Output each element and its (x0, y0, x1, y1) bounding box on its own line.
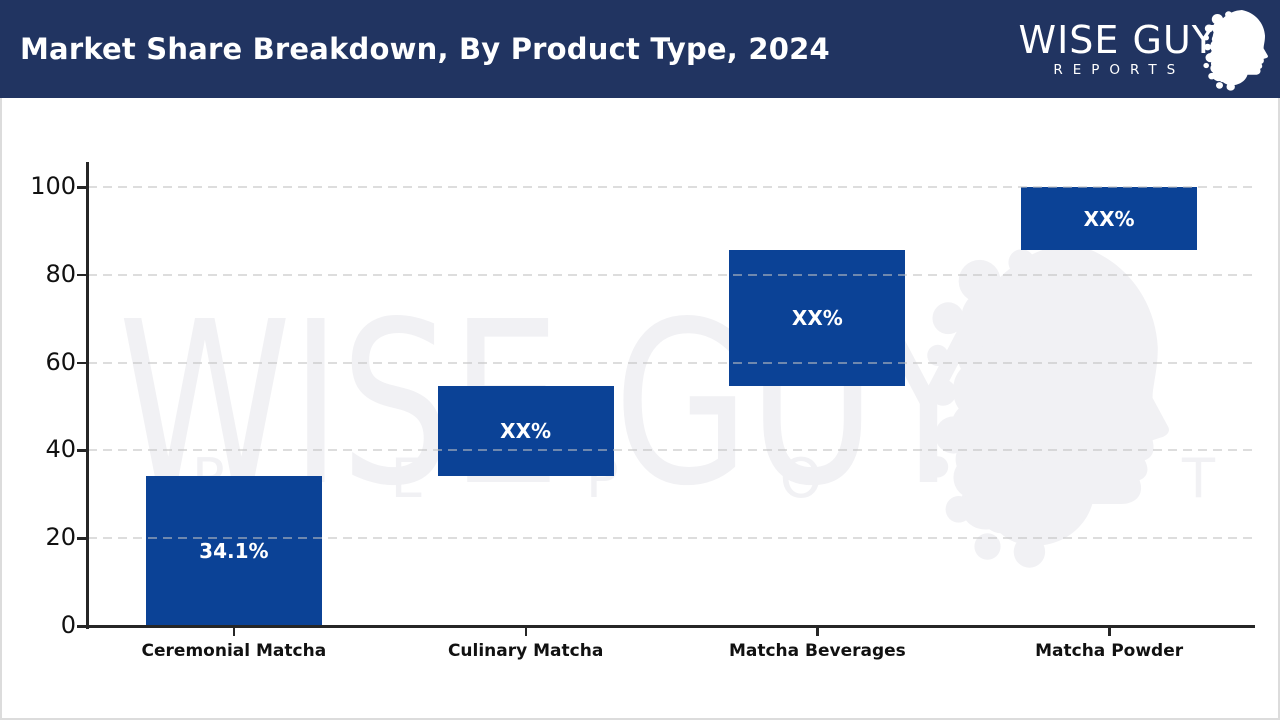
x-tick (816, 628, 819, 636)
y-tick (77, 449, 87, 452)
x-tick-label: Ceremonial Matcha (141, 641, 327, 661)
wiseguy-face-icon (1203, 9, 1268, 91)
x-tick (232, 628, 236, 636)
y-tick (77, 361, 87, 365)
y-tick (77, 537, 87, 540)
bar (145, 476, 322, 626)
wiseguy-logo: WISE GUY REPORTS (1019, 6, 1272, 92)
gridline (88, 273, 1255, 276)
logo-subtext: REPORTS (1053, 61, 1186, 78)
bar (729, 250, 906, 387)
watermark-face-icon (927, 243, 1169, 568)
y-tick-label: 0 (60, 611, 76, 639)
gridline (88, 537, 1255, 540)
y-tick-label: 40 (45, 435, 76, 464)
x-tick-label: Culinary Matcha (447, 641, 604, 661)
x-tick-label: Matcha Beverages (728, 641, 906, 661)
y-tick-label: 80 (45, 259, 76, 288)
y-axis-line (86, 162, 89, 629)
page-title: Market Share Breakdown, By Product Type,… (20, 32, 830, 66)
bar-value-label: 34.1% (199, 539, 269, 564)
y-tick-label: 100 (30, 172, 76, 200)
gridline (88, 361, 1255, 364)
y-tick (77, 625, 87, 628)
x-tick (1108, 628, 1111, 636)
bar-value-label: XX% (1083, 206, 1135, 231)
bar (1021, 187, 1198, 251)
x-axis-line (86, 625, 1255, 628)
y-tick (77, 273, 87, 277)
bar-value-label: XX% (791, 306, 843, 331)
bar-value-label: XX% (500, 419, 552, 444)
logo-text: WISE GUY REPORTS (1019, 21, 1216, 78)
header: Market Share Breakdown, By Product Type,… (0, 0, 1280, 98)
bar (437, 386, 614, 477)
y-tick-label: 60 (45, 347, 76, 376)
y-tick-label: 20 (45, 523, 76, 552)
x-tick (524, 628, 528, 636)
x-tick-label: Matcha Powder (1035, 641, 1184, 661)
gridline (88, 449, 1255, 452)
y-tick (77, 186, 87, 189)
logo-wordmark: WISE GUY (1018, 17, 1216, 62)
gridline (88, 186, 1255, 188)
